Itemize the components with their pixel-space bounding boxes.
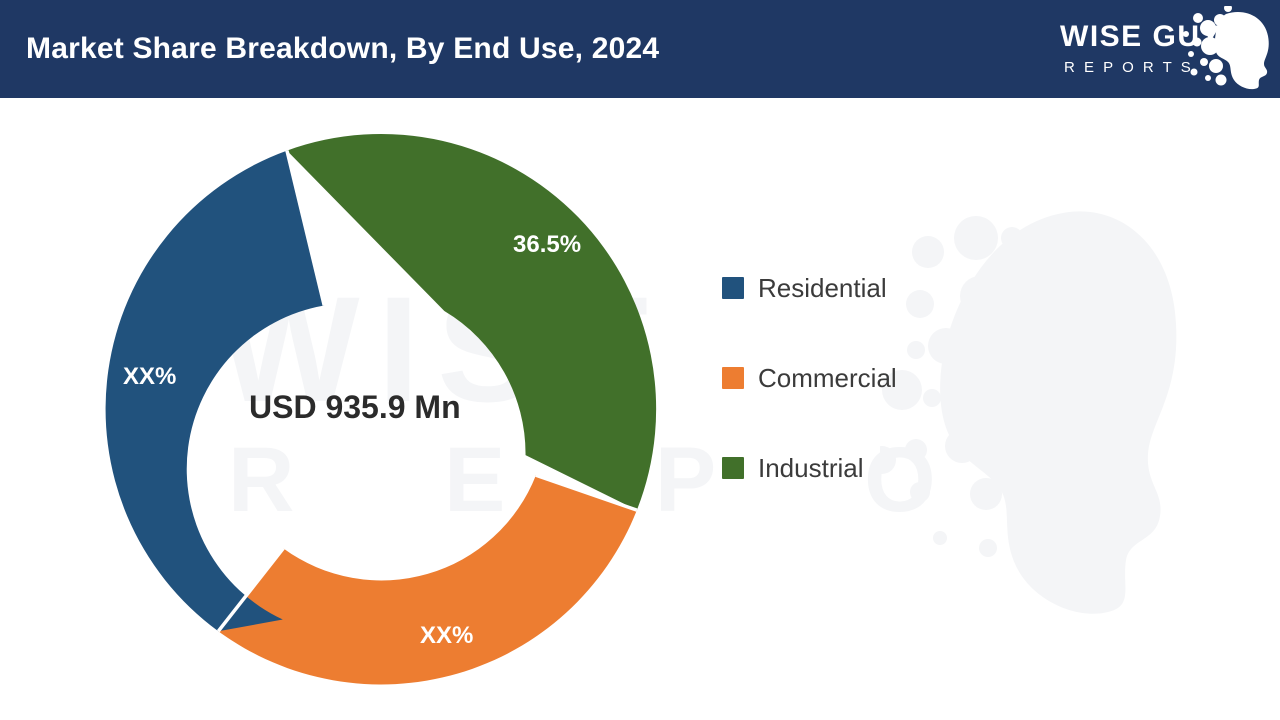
donut-chart (105, 133, 657, 685)
chart-canvas: WISE R E P O R T S (0, 98, 1280, 720)
slice-separators (216, 150, 638, 633)
legend-label-commercial: Commercial (758, 362, 897, 393)
page-header: Market Share Breakdown, By End Use, 2024… (0, 0, 1280, 98)
logo-wordmark-secondary: R E P O R T S (1064, 59, 1193, 76)
donut-slice-commercial[interactable] (218, 475, 637, 685)
page-title: Market Share Breakdown, By End Use, 2024 (26, 32, 660, 65)
donut-slice-residential[interactable] (105, 150, 325, 632)
donut-center-value: USD 935.9 Mn (249, 389, 461, 425)
legend-swatch-industrial (722, 457, 744, 479)
logo-wordmark-primary: WISE GUY (1060, 20, 1222, 53)
wise-guy-reports-logo: WISE GUY R E P O R T S (1060, 6, 1269, 90)
legend-item-commercial[interactable]: Commercial (722, 333, 897, 423)
legend-item-residential[interactable]: Residential (722, 243, 897, 333)
donut-slice-industrial[interactable] (286, 133, 657, 511)
legend-label-industrial: Industrial (758, 452, 864, 483)
chart-legend: Residential Commercial Industrial (722, 243, 897, 513)
legend-label-residential: Residential (758, 272, 887, 303)
legend-swatch-residential (722, 277, 744, 299)
legend-swatch-commercial (722, 367, 744, 389)
legend-item-industrial[interactable]: Industrial (722, 423, 897, 513)
wise-guy-head-icon (1183, 6, 1269, 90)
